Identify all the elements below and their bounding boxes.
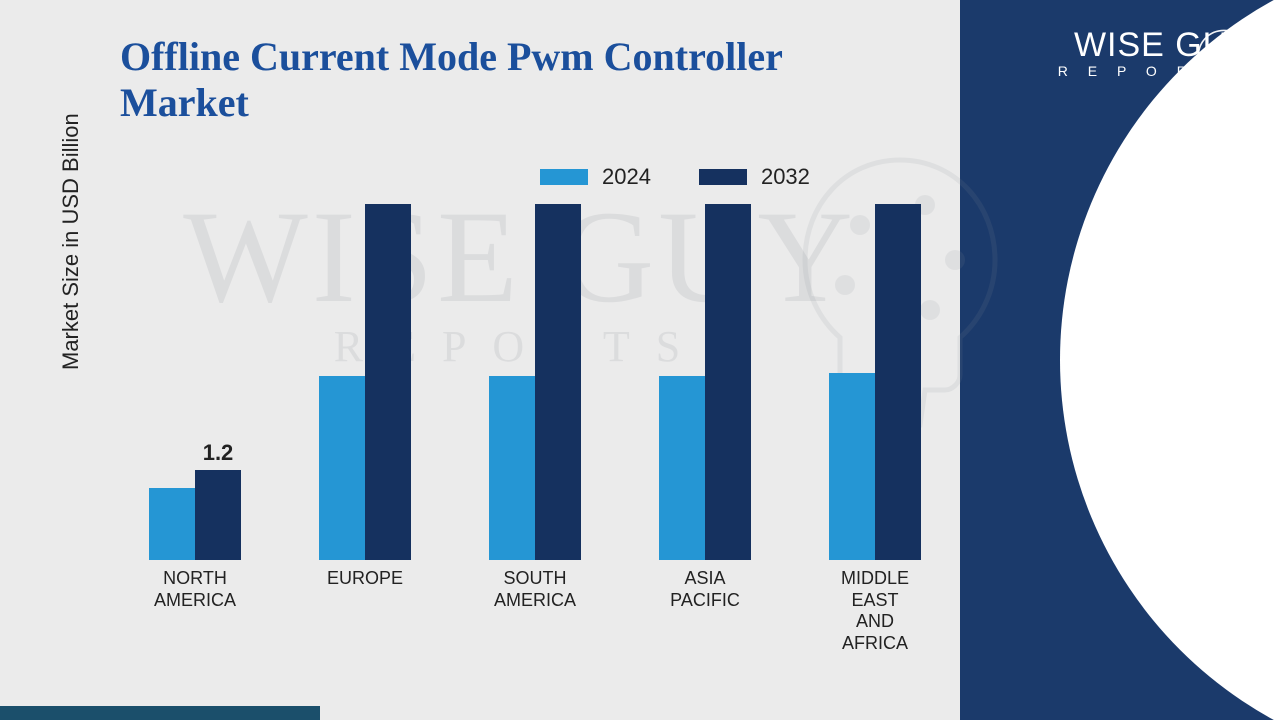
- legend-swatch-2024: [540, 169, 588, 185]
- bar-group: [149, 470, 241, 560]
- footer-accent-bar: [0, 706, 320, 720]
- bar-2024: [659, 376, 705, 560]
- legend-label-2024: 2024: [602, 164, 651, 190]
- bar-value-label: 1.2: [203, 440, 234, 466]
- bar-2024: [829, 373, 875, 560]
- legend-label-2032: 2032: [761, 164, 810, 190]
- chart-title: Offline Current Mode Pwm Controller Mark…: [120, 34, 860, 126]
- y-axis-label: Market Size in USD Billion: [58, 113, 84, 370]
- x-axis-labels: NORTH AMERICA EUROPE SOUTH AMERICA ASIA PAC…: [110, 568, 960, 654]
- x-axis-label: EUROPE: [300, 568, 430, 654]
- legend-item-2024: 2024: [540, 164, 651, 190]
- bar-2032: [195, 470, 241, 560]
- bar-group: [659, 204, 751, 560]
- bar-2024: [489, 376, 535, 560]
- chart-canvas: WISE GUY R E P O R T S Offline Current M…: [0, 0, 1280, 720]
- legend-item-2032: 2032: [699, 164, 810, 190]
- bar-2032: [875, 204, 921, 560]
- bar-group: [319, 204, 411, 560]
- bar-2032: [705, 204, 751, 560]
- brand-main-text: WISE GUY: [1058, 26, 1252, 65]
- bar-chart: 1.2: [110, 200, 960, 560]
- legend: 2024 2032: [540, 164, 810, 190]
- bar-2032: [535, 204, 581, 560]
- x-axis-label: NORTH AMERICA: [130, 568, 260, 654]
- bar-2024: [319, 376, 365, 560]
- bar-group: [489, 204, 581, 560]
- brand-logo: WISE GUY R E P O R T S: [1058, 26, 1252, 79]
- bar-group: [829, 204, 921, 560]
- x-axis-label: MIDDLE EAST AND AFRICA: [810, 568, 940, 654]
- x-axis-label: SOUTH AMERICA: [470, 568, 600, 654]
- brand-sub-text: R E P O R T S: [1058, 63, 1252, 79]
- bar-2024: [149, 488, 195, 560]
- bar-2032: [365, 204, 411, 560]
- legend-swatch-2032: [699, 169, 747, 185]
- x-axis-label: ASIA PACIFIC: [640, 568, 770, 654]
